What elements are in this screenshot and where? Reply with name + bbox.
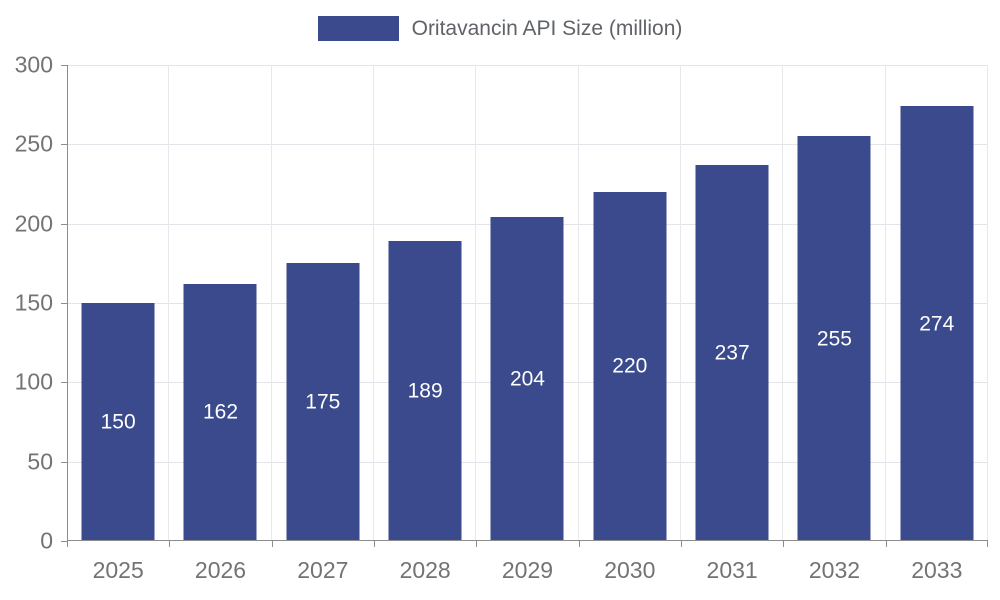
bar: 204 [490,217,564,541]
x-axis-tick [67,541,68,547]
y-axis-tick-label: 0 [40,527,53,554]
x-axis-tick-label: 2028 [399,557,451,583]
plot-area: 150 2025 162 2026 175 2027 189 2028 204 2029 220 20… [15,53,988,582]
bar-value-label: 220 [612,354,648,378]
bar: 220 [593,191,667,541]
category-slot: 204 2029 [476,65,578,582]
gridline-horizontal [67,144,988,146]
x-axis-tick-label: 2030 [604,557,656,583]
x-axis-tick [987,541,988,547]
bar: 255 [797,136,871,541]
x-axis-tick [476,541,478,547]
y-axis-tick [61,223,67,225]
x-axis-tick [578,541,580,547]
x-axis-tick-label: 2027 [297,557,349,583]
x-axis-tick [885,541,887,547]
bar-value-label: 255 [816,327,852,351]
y-axis-tick-label: 150 [14,289,53,316]
gridline-vertical [782,65,784,541]
category-slot: 220 2030 [579,65,681,582]
y-axis-line [67,65,68,546]
gridline-vertical [372,65,374,541]
y-axis-tick [61,144,67,146]
bars-layer: 150 2025 162 2026 175 2027 189 2028 204 2029 220 20… [67,65,988,582]
legend-label: Oritavancin API Size (million) [411,16,683,40]
gridline-vertical [987,65,988,541]
gridline-vertical [475,65,477,541]
y-axis-tick-label: 250 [14,130,53,157]
y-axis-tick-label: 200 [14,210,53,237]
x-axis-tick [783,541,785,547]
x-axis-tick-label: 2026 [194,557,247,583]
legend-swatch-icon [317,16,399,41]
gridline-vertical [168,65,170,541]
y-axis-tick [61,382,67,384]
x-axis-tick-label: 2032 [808,557,861,583]
category-slot: 175 2027 [272,65,374,582]
gridline-vertical [577,65,579,541]
gridline-horizontal [67,65,988,66]
bar-value-label: 175 [305,390,341,414]
category-slot: 274 2033 [886,65,988,582]
bar: 274 [900,106,974,541]
category-slot: 162 2026 [169,65,271,582]
legend-item[interactable]: Oritavancin API Size (million) [317,16,683,41]
bar: 189 [388,241,462,541]
gridline-vertical [270,65,272,541]
bar-value-label: 237 [714,341,750,365]
x-axis-line [67,540,988,541]
bar: 237 [695,164,769,541]
y-axis-tick-label: 100 [14,368,53,395]
legend: Oritavancin API Size (million) [0,16,1000,41]
bar: 150 [81,303,155,541]
y-axis-tick [61,303,67,304]
bar-value-label: 162 [202,400,239,424]
x-axis-tick-label: 2029 [501,557,554,583]
x-axis-tick-label: 2031 [706,557,758,583]
x-axis-tick-label: 2025 [92,557,144,583]
y-axis-tick [61,541,67,542]
bar-value-label: 150 [100,410,136,434]
x-axis-tick [271,541,273,547]
category-slot: 237 2031 [681,65,783,582]
x-axis-tick-label: 2033 [911,557,963,583]
bar: 162 [183,283,257,541]
y-axis-tick [61,461,67,463]
category-slot: 255 2032 [783,65,885,582]
bar-value-label: 204 [509,367,545,391]
bar-value-label: 189 [407,379,443,403]
y-axis-tick-label: 300 [14,51,53,78]
bar: 175 [286,263,360,541]
category-slot: 150 2025 [67,65,169,582]
y-axis-tick [61,65,67,66]
gridline-vertical [679,65,681,541]
bar-value-label: 274 [919,312,955,336]
y-axis-tick-label: 50 [27,448,53,475]
x-axis-tick [169,541,171,547]
x-axis-tick [680,541,682,547]
category-slot: 189 2028 [374,65,476,582]
gridline-vertical [884,65,886,541]
x-axis-tick [373,541,375,547]
